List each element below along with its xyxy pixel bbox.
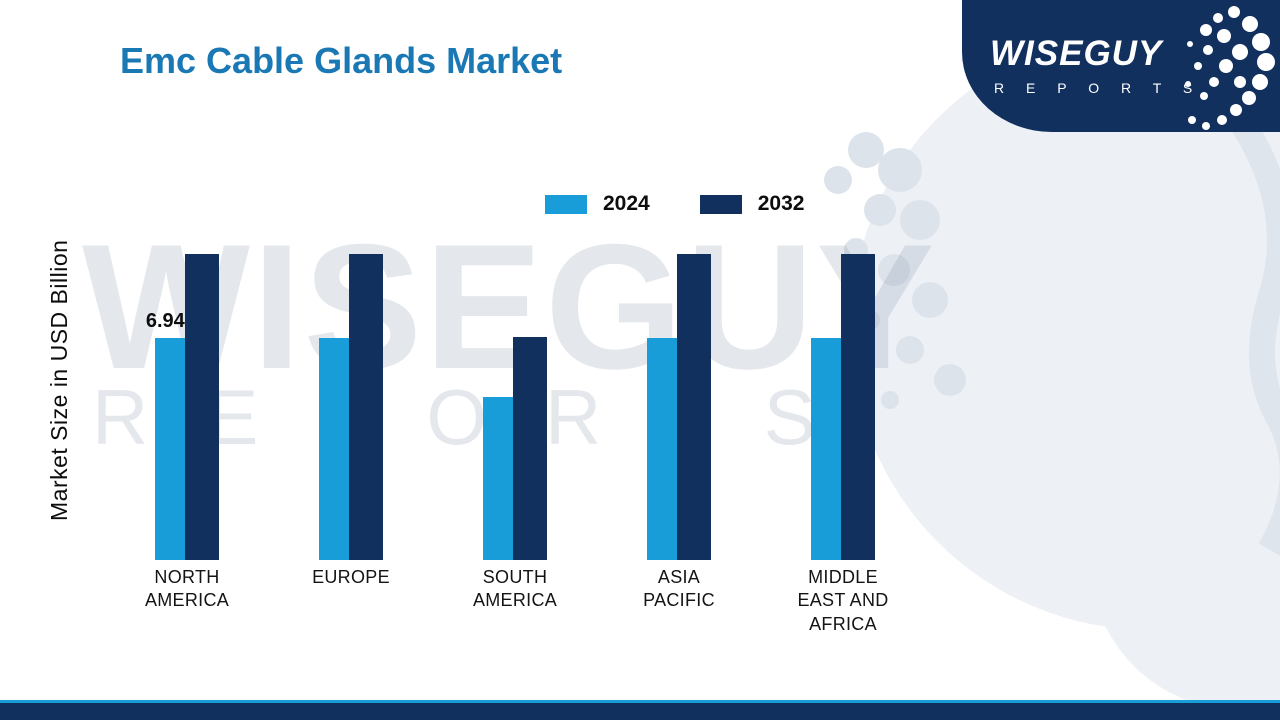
bar-2024-category-2 xyxy=(483,397,513,560)
footer-accent-line xyxy=(0,700,1280,703)
bar-2032-category-0 xyxy=(185,254,219,560)
x-label-cell-2: SOUTH AMERICA xyxy=(433,566,597,636)
legend-swatch-2032 xyxy=(699,194,742,214)
chart-legend: 2024 2032 xyxy=(545,192,854,216)
bar-2032-category-3 xyxy=(677,254,711,560)
background-head-art xyxy=(824,30,1280,710)
legend-item-2024: 2024 xyxy=(545,192,650,216)
plot-area: 6.94 xyxy=(105,228,925,560)
page-title: Emc Cable Glands Market xyxy=(120,40,563,81)
legend-label-2024: 2024 xyxy=(603,192,650,215)
logo-subtitle: R E P O R T S xyxy=(994,80,1202,96)
legend-item-2032: 2032 xyxy=(699,192,805,216)
legend-swatch-2024 xyxy=(545,194,587,214)
bar-2024-category-4 xyxy=(811,338,841,560)
x-axis-label-3: ASIA PACIFIC xyxy=(643,567,715,611)
bar-2032-category-4 xyxy=(841,254,875,560)
bar-value-label: 6.94 xyxy=(145,310,185,332)
footer xyxy=(0,700,1280,720)
bar-2024-category-3 xyxy=(647,338,677,560)
x-label-cell-1: EUROPE xyxy=(269,566,433,636)
logo-head-dots-icon xyxy=(1185,6,1275,130)
logo-name: WISEGUY xyxy=(990,34,1163,73)
bar-2032-category-2 xyxy=(513,337,547,560)
bar-group-2 xyxy=(433,228,597,560)
footer-bar xyxy=(0,703,1280,720)
bar-group-0: 6.94 xyxy=(105,228,269,560)
x-label-cell-3: ASIA PACIFIC xyxy=(597,566,761,636)
bar-2032-category-1 xyxy=(349,254,383,560)
bar-group-1 xyxy=(269,228,433,560)
bar-2024-category-0: 6.94 xyxy=(146,310,185,560)
x-axis-labels: NORTH AMERICA EUROPE SOUTH AMERICA ASIA PAC… xyxy=(105,566,925,636)
bar-group-3 xyxy=(597,228,761,560)
y-axis-label: Market Size in USD Billion xyxy=(46,239,72,521)
logo: WISEGUY R E P O R T S xyxy=(962,0,1280,132)
x-label-cell-0: NORTH AMERICA xyxy=(105,566,269,636)
x-axis-label-0: NORTH AMERICA xyxy=(144,567,230,611)
x-axis-label-2: SOUTH AMERICA xyxy=(472,567,558,611)
legend-label-2032: 2032 xyxy=(757,192,805,215)
bar-group-4 xyxy=(761,228,925,560)
x-label-cell-4: MIDDLE EAST AND AFRICA xyxy=(761,566,925,636)
bar-2024-category-1 xyxy=(319,338,349,560)
x-axis-label-1: EUROPE xyxy=(312,567,390,587)
x-axis-label-4: MIDDLE EAST AND AFRICA xyxy=(797,567,889,634)
logo-text: WISEGUY R E P O R T S xyxy=(990,34,1201,96)
